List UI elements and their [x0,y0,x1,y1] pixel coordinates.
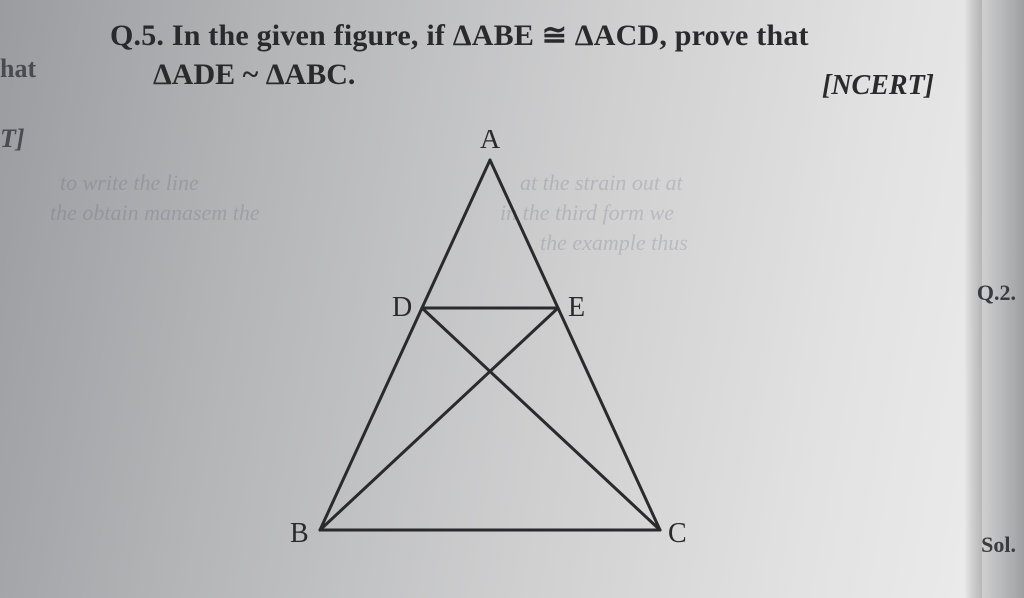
margin-t: T] [0,124,25,154]
geometry-figure: A B C D E [260,130,720,570]
svg-text:E: E [568,292,585,323]
triangle-svg: A B C D E [260,130,720,570]
question-text-1: In the given figure, if ΔABE ≅ ΔACD, pro… [164,19,809,52]
svg-text:B: B [290,518,309,549]
svg-text:A: A [480,130,501,155]
margin-sol: Sol. [981,532,1016,558]
svg-text:C: C [668,518,687,549]
question-source: [NCERT] [822,70,934,102]
page: to write the line the obtain manasem the… [0,0,1024,598]
margin-q2: Q.2. [977,280,1016,306]
ghost-text: the obtain manasem the [50,200,260,226]
question-number: Q.5. [110,19,164,52]
question-line-2: ΔADE ~ ΔABC. [153,58,355,92]
question-line-1: Q.5. In the given figure, if ΔABE ≅ ΔACD… [110,18,809,53]
margin-hat: hat [0,54,36,84]
ghost-text: to write the line [60,170,199,196]
svg-text:D: D [392,292,412,323]
